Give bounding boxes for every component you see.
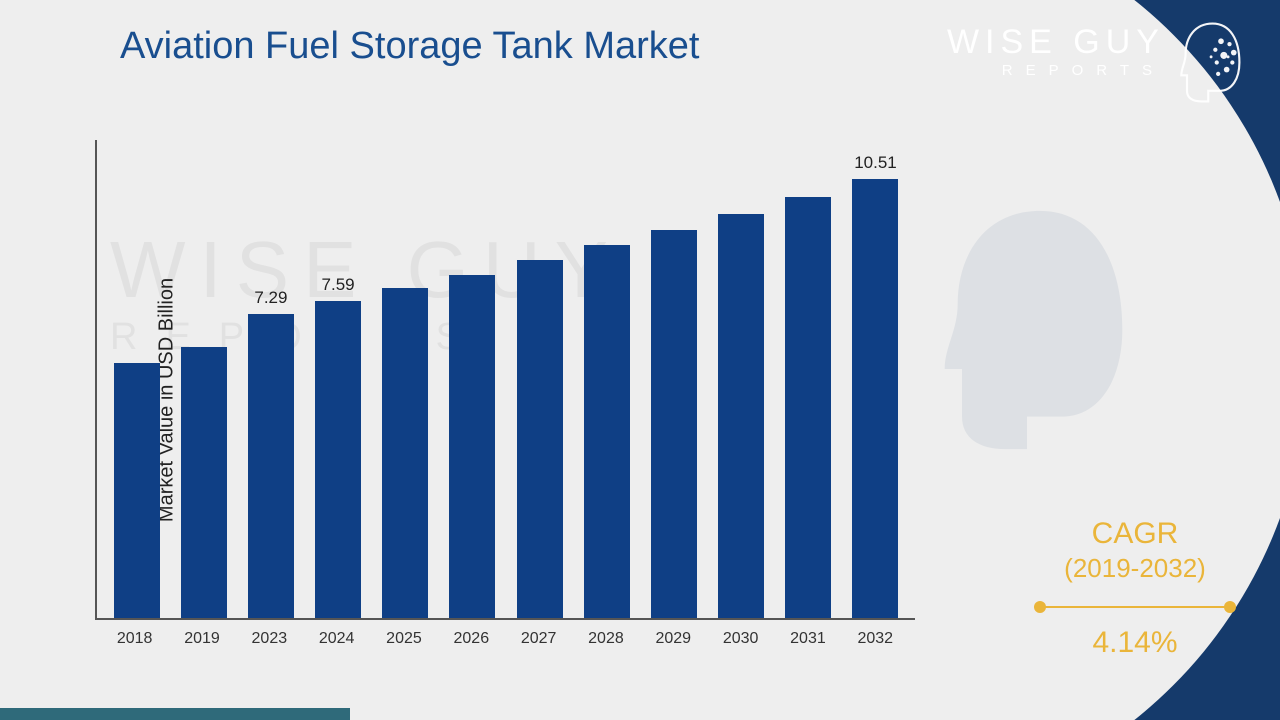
x-label: 2026 (438, 622, 505, 660)
x-label: 2032 (842, 622, 909, 660)
x-label: 2025 (370, 622, 437, 660)
bar-chart: Market Value in USD Billion 7.297.5910.5… (35, 140, 915, 660)
bar-2029 (640, 140, 707, 618)
bar (718, 214, 764, 618)
cagr-divider (1040, 606, 1230, 608)
cagr-years: (2019-2032) (1020, 553, 1250, 584)
cagr-title: CAGR (1020, 517, 1250, 551)
bar (449, 275, 495, 619)
bar-2024: 7.59 (305, 140, 372, 618)
plot-area: 7.29 7.59 10.51 (95, 140, 915, 620)
x-label: 2027 (505, 622, 572, 660)
bar (114, 363, 160, 618)
bar (181, 347, 227, 618)
bar-2030 (708, 140, 775, 618)
x-label: 2019 (168, 622, 235, 660)
bar-value-label: 10.51 (854, 153, 897, 173)
x-label: 2023 (236, 622, 303, 660)
bar-2032: 10.51 (842, 140, 909, 618)
bar-2023: 7.29 (237, 140, 304, 618)
x-label: 2024 (303, 622, 370, 660)
bar-2025 (372, 140, 439, 618)
bottom-accent-bar (0, 708, 350, 720)
bar-value-label: 7.59 (322, 275, 355, 295)
bar (382, 288, 428, 618)
bar (315, 301, 361, 618)
bar (584, 245, 630, 618)
report-graphic: Aviation Fuel Storage Tank Market WISE G… (0, 0, 1280, 720)
brand-line1: WISE GUY (947, 25, 1165, 59)
bar-2026 (439, 140, 506, 618)
x-label: 2029 (640, 622, 707, 660)
x-label: 2018 (101, 622, 168, 660)
cagr-value: 4.14% (1020, 626, 1250, 660)
bar-2018 (103, 140, 170, 618)
bar-2028 (573, 140, 640, 618)
bar-value-label: 7.29 (254, 288, 287, 308)
brand-text: WISE GUY REPORTS (947, 25, 1165, 78)
bar (852, 179, 898, 618)
brand-head-icon (1175, 20, 1250, 105)
x-label: 2031 (774, 622, 841, 660)
bar (248, 314, 294, 618)
x-label: 2028 (572, 622, 639, 660)
bar (785, 197, 831, 618)
bar-2027 (506, 140, 573, 618)
chart-title: Aviation Fuel Storage Tank Market (120, 25, 699, 68)
bar-2031 (775, 140, 842, 618)
bar-2019 (170, 140, 237, 618)
x-axis-labels: 2018201920232024202520262027202820292030… (95, 622, 915, 660)
bars-container: 7.29 7.59 10.51 (97, 140, 915, 618)
brand-line2: REPORTS (947, 63, 1165, 78)
bar (651, 230, 697, 618)
x-label: 2030 (707, 622, 774, 660)
cagr-box: CAGR (2019-2032) 4.14% (1020, 517, 1250, 660)
bar (517, 260, 563, 618)
